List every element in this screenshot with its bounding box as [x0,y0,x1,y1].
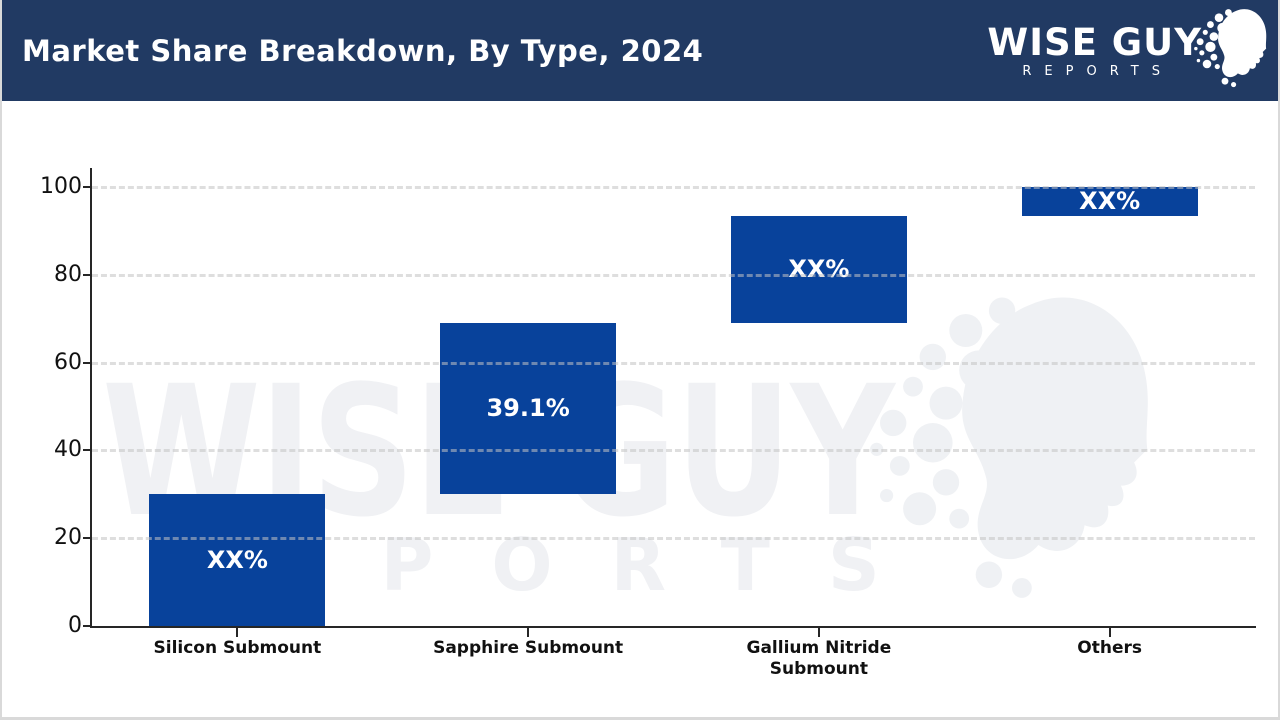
bar-value-label: XX% [1079,187,1141,216]
x-category-label: Sapphire Submount [433,638,624,658]
y-tick-mark [83,449,92,452]
bar-segment: XX% [149,494,326,626]
gridline-y80 [92,273,1255,277]
y-tick-label: 40 [54,437,82,463]
x-tick-mark [527,628,530,637]
header: Market Share Breakdown, By Type, 2024 WI… [2,0,1278,101]
y-tick-label: 80 [54,261,82,287]
logo-sub-text: REPORTS [1022,63,1173,79]
y-axis-line [90,168,92,627]
gridline-y100 [92,186,1255,189]
logo-brand-text: WISE GUY [987,20,1202,64]
y-tick-mark [83,625,92,627]
y-tick-mark [83,273,92,276]
y-tick-label: 20 [54,525,82,551]
y-tick-label: 0 [68,613,82,638]
x-category-label: Silicon Submount [153,638,322,658]
bar-segment: XX% [730,215,907,323]
x-category-label: Others [1077,638,1142,658]
gridline-y20 [92,537,1255,541]
y-tick-label: 100 [40,174,82,199]
x-category-label: Gallium Nitride Submount [746,638,892,680]
x-axis-line [90,626,1256,628]
gridline-y40 [92,449,1255,453]
x-tick-mark [236,628,239,637]
x-tick-mark [1108,628,1111,637]
face-dots-icon [1188,4,1274,98]
wiseguy-logo: WISE GUY REPORTS [987,4,1274,98]
bar-segment: 39.1% [440,322,617,495]
bar-value-label: XX% [206,546,268,575]
y-tick-mark [83,537,92,540]
bar-segment: XX% [1021,187,1198,216]
y-tick-mark [83,186,92,188]
gridline-y60 [92,361,1255,365]
page-title: Market Share Breakdown, By Type, 2024 [22,33,704,68]
bar-value-label: XX% [788,255,850,284]
bar-value-label: 39.1% [486,394,570,423]
y-tick-label: 60 [54,349,82,375]
x-tick-mark [817,628,820,637]
y-tick-mark [83,361,92,364]
